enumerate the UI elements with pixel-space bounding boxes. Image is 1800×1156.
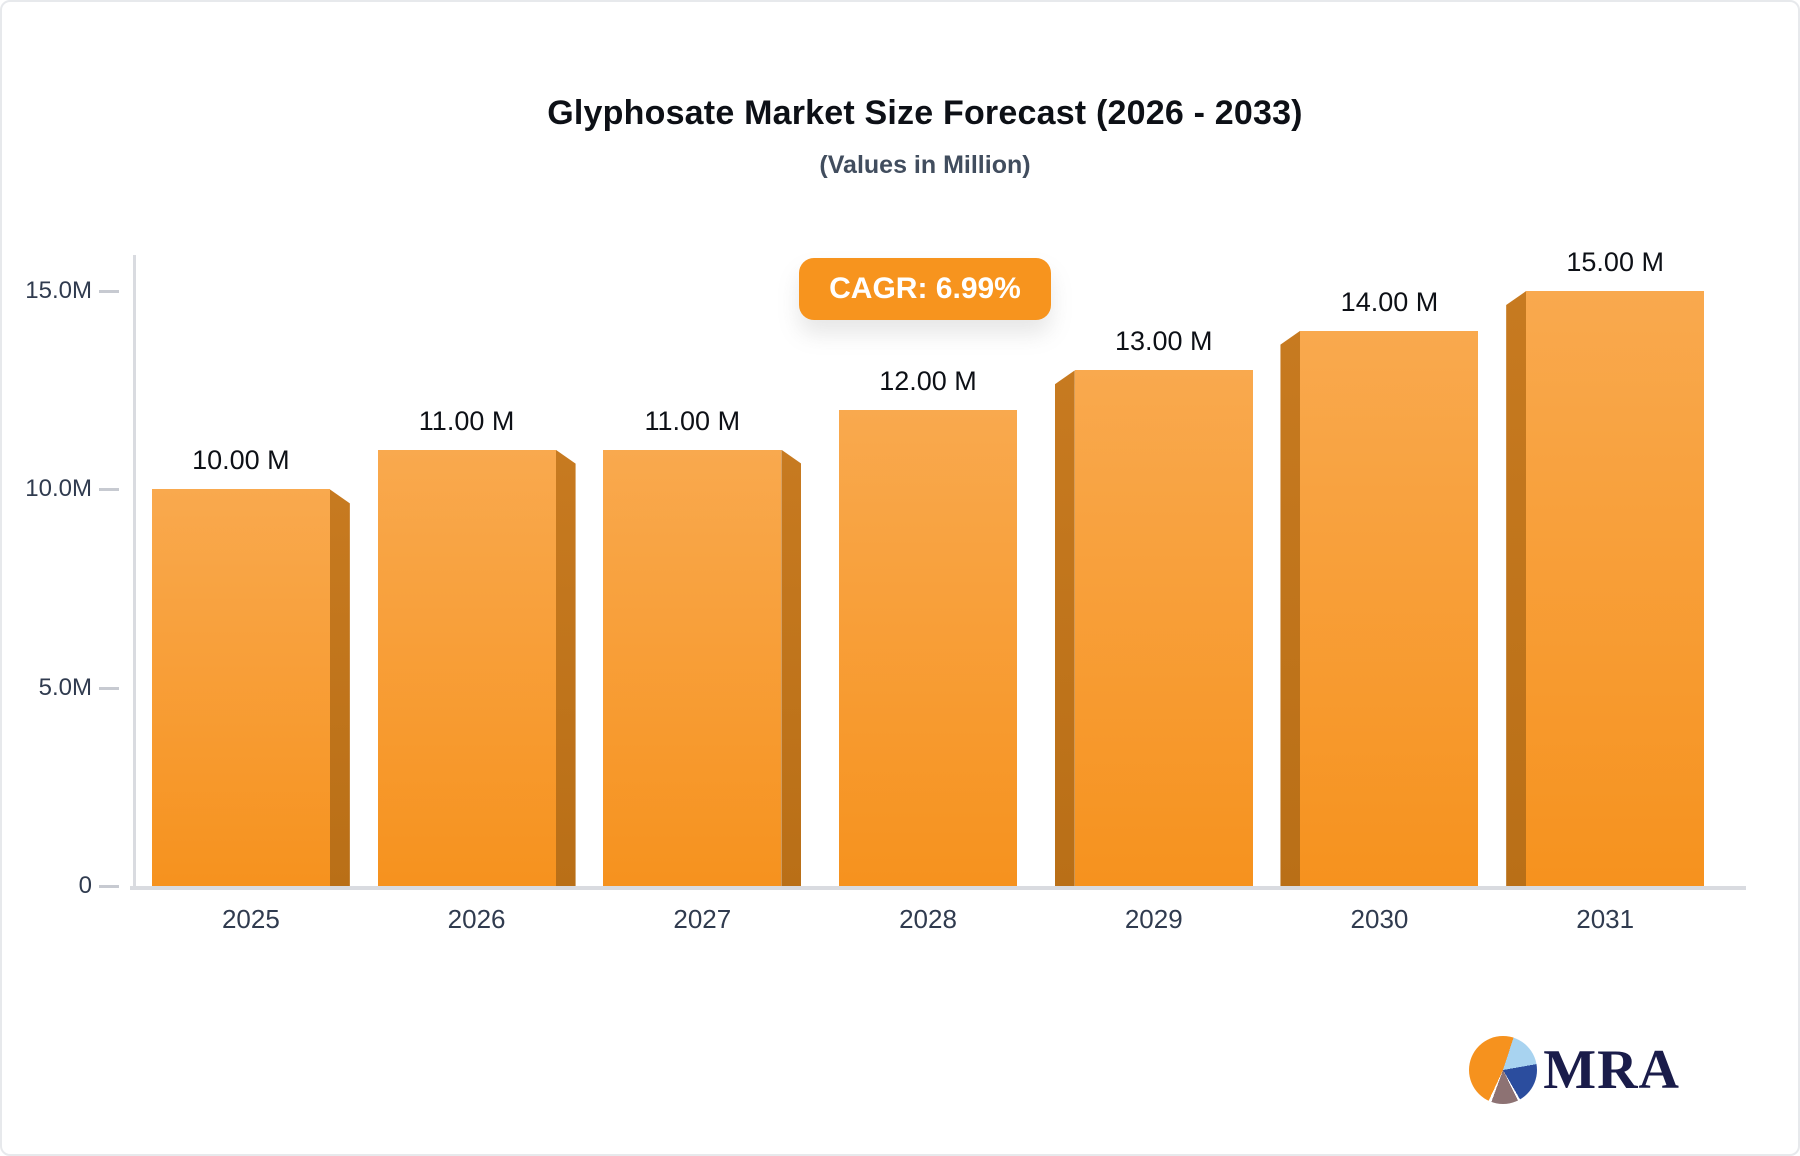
y-axis-tick-mark [99,488,119,492]
y-axis-tick-mark [99,686,119,690]
bar-2028: 12.00 M [829,366,1027,886]
bar-value-label: 14.00 M [1340,286,1439,317]
y-axis-tick-label: 10.0M [25,475,92,503]
bar-side-face [781,449,802,886]
x-axis-label: 2031 [1576,904,1635,934]
x-axis-line [130,886,1746,890]
bar-2025: 10.00 M [151,445,350,886]
bar-slot-2030: 14.00 M 2030 [1267,287,1493,934]
cagr-badge: CAGR: 6.99% [799,258,1051,320]
cagr-badge-row: CAGR: 6.99% [52,258,1798,320]
bar-side-face [1054,370,1075,886]
bar-value-label: 11.00 M [644,405,741,436]
x-axis-label: 2030 [1350,904,1409,934]
bar-2030: 14.00 M [1280,287,1479,886]
bar-value-label: 13.00 M [1114,326,1213,357]
brand-logo-text: MRA [1543,1039,1680,1101]
bar-face: 15.00 M [1526,247,1705,886]
bar-slot-2029: 13.00 M 2029 [1041,291,1267,934]
bar-value-label: 11.00 M [418,405,515,436]
x-axis-label: 2029 [1124,904,1183,934]
bar-value-label: 15.00 M [1566,247,1664,277]
bar-side-face [1280,330,1301,886]
y-axis-tick-label: 5.0M [38,673,92,701]
bar-2026: 11.00 M [377,406,576,886]
bar-slot-2031: 15.00 M 2031 [1492,247,1718,934]
bar-face: 12.00 M [839,366,1018,886]
bar-side-face [1506,291,1527,886]
y-axis-tick-label: 0 [78,872,92,899]
bars-area: 10.00 M 2025 11.00 M 2026 11.00 M 2027 12.00 M… [138,247,1718,934]
bar-side-face [329,489,350,886]
x-axis-label: 2025 [221,904,280,934]
bar-value-label: 10.00 M [192,445,290,476]
chart-subtitle: (Values in Million) [819,151,1031,179]
brand-logo: MRA [1469,1036,1680,1104]
x-axis-label: 2027 [673,904,732,934]
bar-2029: 13.00 M [1054,326,1253,886]
y-axis-tick-mark [99,290,119,293]
bar-slot-2025: 10.00 M 2025 [138,291,364,934]
bar-face: 14.00 M [1300,287,1479,886]
x-axis-label: 2026 [447,904,506,934]
bar-slot-2028: 12.00 M 2028 [815,291,1041,934]
pie-chart-logo-icon [1469,1036,1538,1104]
x-axis-label: 2028 [899,904,957,934]
chart-header: Glyphosate Market Size Forecast (2026 - … [52,94,1798,180]
bar-value-label: 12.00 M [879,366,977,396]
bar-side-face [555,449,576,886]
y-axis-tick-mark [99,885,119,888]
bar-2027: 11.00 M [603,406,802,886]
bar-2031: 15.00 M [1506,247,1705,886]
bar-slot-2027: 11.00 M 2027 [589,291,815,934]
bar-face: 11.00 M [377,406,556,886]
y-axis-tick-label: 15.0M [25,277,92,304]
bar-face: 13.00 M [1074,326,1253,886]
bar-face: 10.00 M [151,445,330,886]
y-axis-line [133,255,136,889]
bar-face: 11.00 M [603,406,782,886]
chart-title: Glyphosate Market Size Forecast (2026 - … [547,94,1303,132]
bar-slot-2026: 11.00 M 2026 [364,291,590,934]
